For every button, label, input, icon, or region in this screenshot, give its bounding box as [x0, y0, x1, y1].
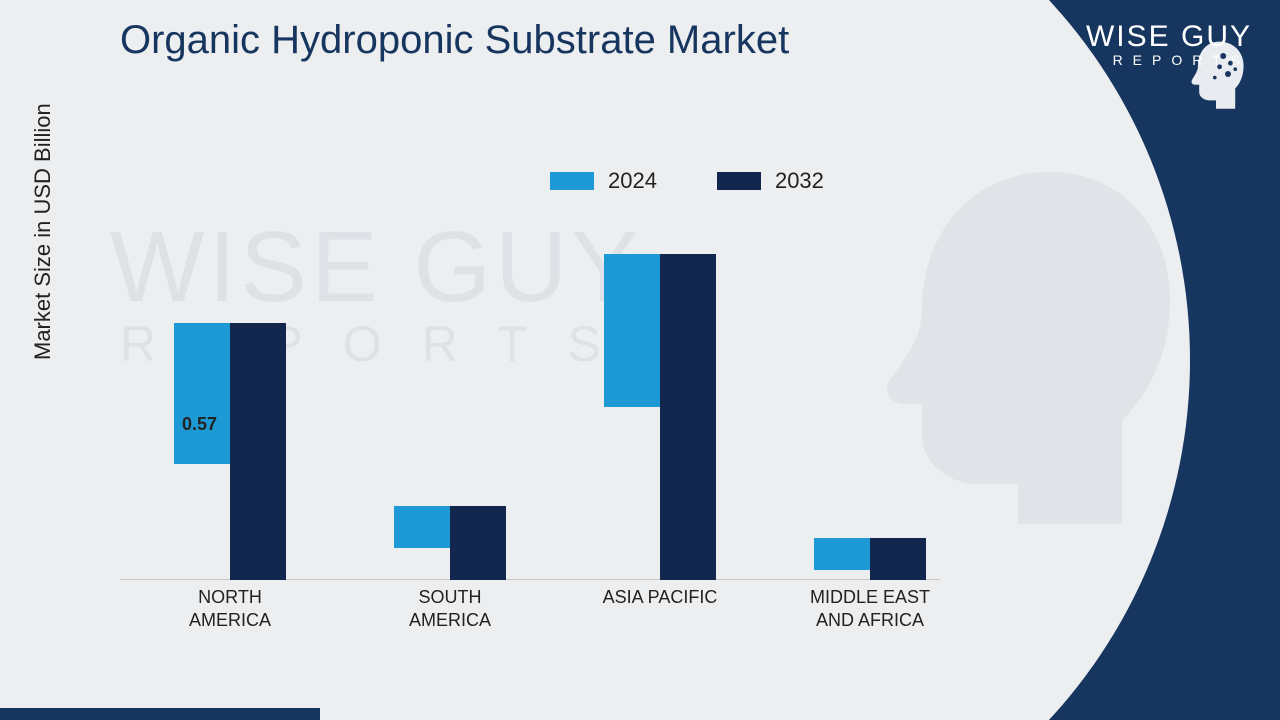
- legend-swatch-2024: [550, 172, 594, 190]
- logo-head-icon: [1186, 38, 1246, 110]
- category-label: MIDDLE EAST AND AFRICA: [800, 586, 940, 631]
- bar-group: [150, 323, 310, 580]
- legend-item-2032: 2032: [717, 168, 824, 194]
- bar-group: [580, 254, 740, 580]
- bar: [814, 538, 870, 570]
- bar: [230, 323, 286, 580]
- y-axis-label: Market Size in USD Billion: [30, 103, 56, 360]
- category-label: NORTH AMERICA: [160, 586, 300, 631]
- footer-accent-bar: [0, 708, 320, 720]
- bar: [450, 506, 506, 580]
- bar: [394, 506, 450, 548]
- category-label: ASIA PACIFIC: [590, 586, 730, 609]
- bar: [660, 254, 716, 580]
- bar-group: [370, 506, 530, 580]
- legend-label-2032: 2032: [775, 168, 824, 194]
- chart-title: Organic Hydroponic Substrate Market: [120, 18, 789, 63]
- bar-group: [790, 538, 950, 580]
- category-label: SOUTH AMERICA: [380, 586, 520, 631]
- bar-value-label: 0.57: [182, 414, 217, 435]
- bar-chart: 0.57: [120, 210, 940, 580]
- bar: [870, 538, 926, 580]
- legend-label-2024: 2024: [608, 168, 657, 194]
- legend-item-2024: 2024: [550, 168, 657, 194]
- brand-logo: WISE GUY REPORTS: [1086, 20, 1252, 68]
- legend-swatch-2032: [717, 172, 761, 190]
- bar: [174, 323, 230, 464]
- legend: 2024 2032: [550, 168, 824, 194]
- bar: [604, 254, 660, 407]
